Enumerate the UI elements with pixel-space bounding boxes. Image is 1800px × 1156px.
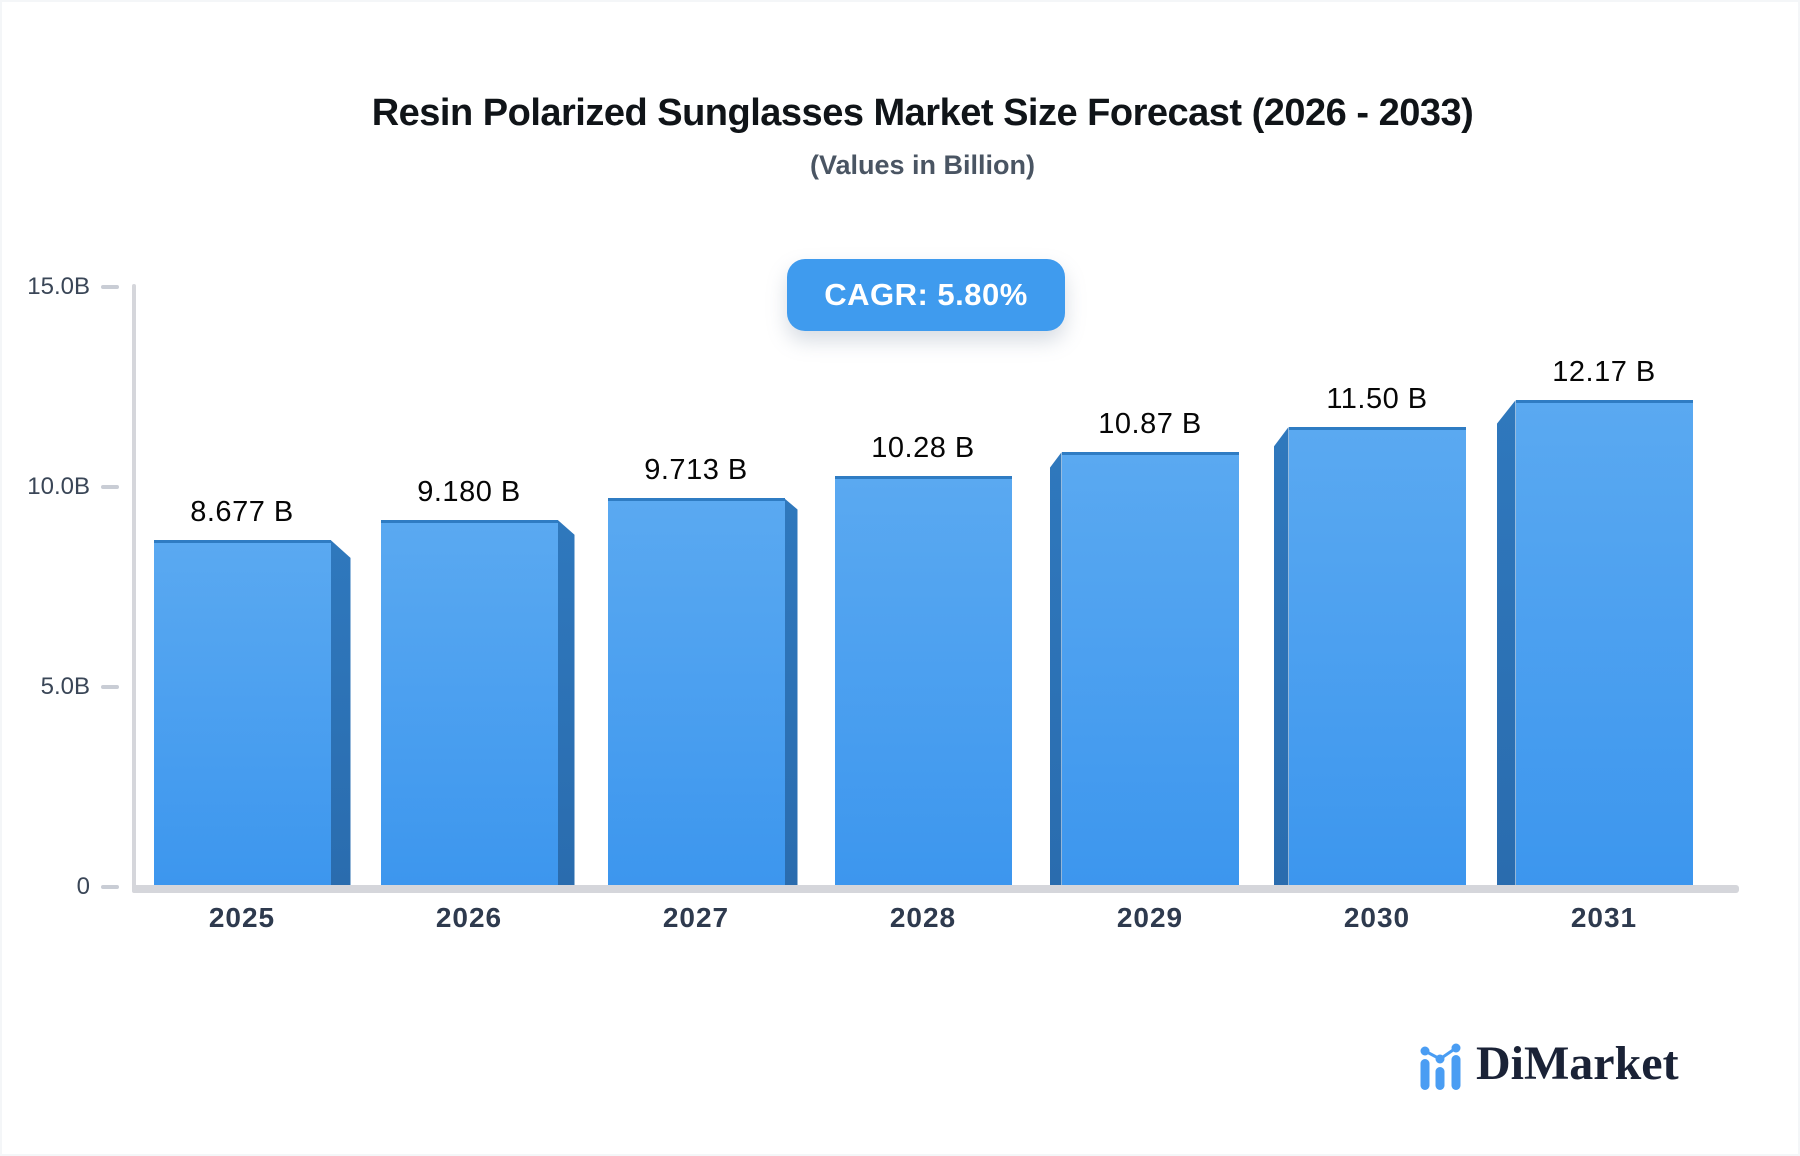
x-axis-label: 2025 (208, 902, 276, 933)
dimarket-logo: DiMarket (1420, 1038, 1679, 1090)
bar-value-label: 10.28 B (871, 431, 975, 464)
x-axis-label: 2029 (1116, 902, 1184, 933)
bar-2031 (1515, 400, 1693, 889)
y-axis-tick-mark (101, 285, 119, 289)
y-axis-tick-label: 0 (76, 873, 90, 900)
dimarket-logo-text: DiMarket (1476, 1037, 1679, 1090)
bar-value-label: 9.713 B (644, 454, 748, 487)
y-axis-tick-label: 5.0B (40, 673, 90, 700)
bar-value-label: 9.180 B (417, 475, 521, 508)
bar-value-label: 11.50 B (1326, 383, 1428, 415)
bar-side-3d (330, 539, 351, 889)
bar-value-label: 12.17 B (1552, 356, 1656, 389)
bar-2026 (380, 519, 558, 889)
bar-2030 (1288, 427, 1466, 889)
y-axis-tick-label: 10.0B (27, 473, 90, 500)
y-axis-tick-label: 15.0B (27, 273, 90, 300)
bar-value-label: 8.677 B (190, 495, 294, 528)
bar-value-label: 10.87 B (1098, 408, 1202, 441)
bar-side-3d (557, 519, 575, 889)
y-axis-tick-mark (101, 685, 119, 689)
x-axis-line (132, 885, 1739, 893)
x-axis-label: 2031 (1570, 902, 1638, 933)
bar-side-3d (1496, 400, 1516, 889)
bar-side-3d (1273, 427, 1289, 889)
chart-title: Resin Polarized Sunglasses Market Size F… (371, 92, 1474, 134)
bar-2029 (1061, 452, 1239, 889)
bar-side-3d (784, 498, 798, 889)
chart-subtitle: (Values in Billion) (809, 150, 1036, 180)
dimarket-logo-icon (1420, 1043, 1461, 1090)
y-axis-line (132, 284, 136, 893)
bar-side-3d (1049, 452, 1062, 889)
x-axis-label: 2027 (662, 902, 730, 933)
x-axis-label: 2026 (435, 902, 503, 933)
y-axis-tick-mark (101, 485, 119, 489)
cagr-badge: CAGR: 5.80% (787, 259, 1065, 331)
bar-2027 (607, 498, 785, 889)
cagr-badge-label: CAGR: 5.80% (824, 277, 1028, 312)
x-axis-label: 2028 (889, 902, 957, 933)
y-axis-tick-mark (101, 885, 119, 889)
x-axis-label: 2030 (1343, 902, 1411, 933)
bar-2028 (834, 475, 1012, 889)
bar-2025 (153, 539, 331, 889)
